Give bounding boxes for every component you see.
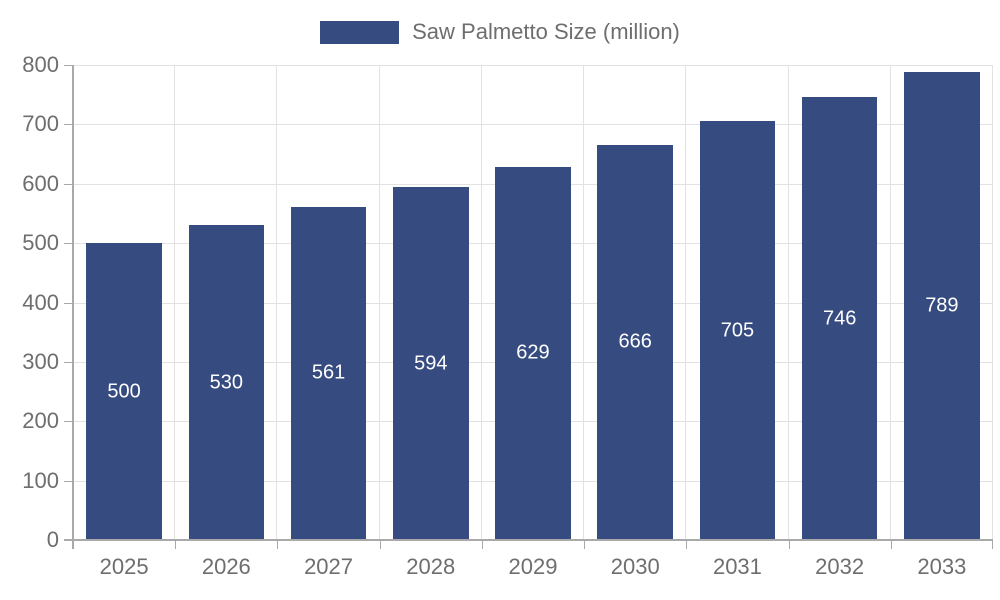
x-axis-tick-mark — [788, 540, 790, 549]
bar-2033: 789 — [904, 71, 980, 540]
y-axis-tick-label: 300 — [22, 348, 59, 374]
y-axis-tick-label: 0 — [46, 527, 59, 552]
x-axis-tick-mark — [277, 540, 279, 549]
x-axis-tick-label: 2026 — [201, 554, 251, 579]
x-axis-tick-mark — [379, 540, 381, 549]
y-axis-tick-mark — [64, 243, 72, 245]
y-axis-tick-mark — [64, 302, 72, 304]
v-gridline-7 — [787, 65, 789, 540]
x-axis-tick-mark — [175, 540, 177, 549]
y-axis-tick-label: 500 — [22, 230, 59, 256]
x-axis-tick-mark — [584, 540, 586, 549]
bar-2031: 705 — [699, 121, 776, 540]
x-axis-line — [64, 539, 993, 541]
y-axis-tick-label: 100 — [22, 467, 59, 493]
y-axis-tick-mark — [64, 183, 72, 185]
bar-value-label: 561 — [311, 361, 346, 384]
x-axis-tick-label: 2033 — [917, 554, 967, 579]
y-axis-tick-label: 200 — [22, 408, 59, 434]
bar-2028: 594 — [392, 187, 469, 540]
y-axis-tick-mark — [64, 480, 72, 482]
v-gridline-5 — [583, 65, 585, 540]
x-axis-tick-mark — [992, 540, 993, 549]
v-gridline-1 — [174, 65, 176, 540]
bar-value-label: 629 — [516, 341, 550, 364]
v-gridline-2 — [276, 65, 278, 540]
x-axis-tick-mark — [481, 540, 483, 549]
y-axis-tick-mark — [64, 361, 72, 363]
bar-value-label: 746 — [822, 307, 857, 330]
y-axis-tick-label: 600 — [22, 170, 59, 196]
v-gridline-8 — [889, 65, 891, 540]
y-axis-tick-mark — [64, 65, 72, 66]
y-axis-tick-label: 700 — [22, 111, 59, 137]
h-gridline-700 — [73, 124, 993, 126]
bar-value-label: 666 — [618, 330, 652, 353]
v-gridline-9 — [992, 65, 993, 540]
x-axis-tick-label: 2032 — [815, 554, 865, 579]
legend-item[interactable]: Saw Palmetto Size (million) — [0, 19, 1000, 44]
y-axis-line — [72, 65, 74, 549]
bar-value-label: 530 — [209, 371, 243, 394]
legend-swatch — [320, 20, 400, 44]
h-gridline-800 — [73, 65, 993, 66]
y-axis-tick-mark — [64, 124, 72, 126]
y-axis-tick-label: 400 — [22, 289, 59, 315]
x-axis-tick-label: 2030 — [610, 554, 660, 579]
v-gridline-6 — [685, 65, 687, 540]
legend-label: Saw Palmetto Size (million) — [412, 19, 680, 44]
x-axis-tick-mark — [686, 540, 688, 549]
bar-2025: 500 — [86, 243, 162, 540]
bar-value-label: 500 — [107, 380, 141, 403]
plot-area: 500 530 561 594 629 666 705 746 789 — [73, 65, 993, 540]
x-axis-tick-label: 2025 — [99, 554, 149, 579]
bar-2026: 530 — [188, 225, 265, 540]
v-gridline-3 — [378, 65, 380, 540]
bar-2032: 746 — [801, 97, 878, 540]
x-axis-tick-label: 2029 — [508, 554, 558, 579]
bar-value-label: 789 — [925, 294, 959, 317]
x-axis-tick-label: 2031 — [712, 554, 762, 579]
bar-2030: 666 — [597, 144, 674, 540]
x-axis-tick-label: 2028 — [406, 554, 456, 579]
bar-value-label: 705 — [720, 319, 755, 342]
bar-value-label: 594 — [414, 352, 448, 375]
x-axis-tick-label: 2027 — [304, 554, 354, 579]
y-axis-tick-mark — [64, 421, 72, 423]
bar-2027: 561 — [290, 206, 367, 540]
x-axis-tick-mark — [890, 540, 892, 549]
bar-2029: 629 — [495, 166, 571, 540]
v-gridline-4 — [480, 65, 482, 540]
y-axis-tick-label: 800 — [22, 52, 59, 77]
